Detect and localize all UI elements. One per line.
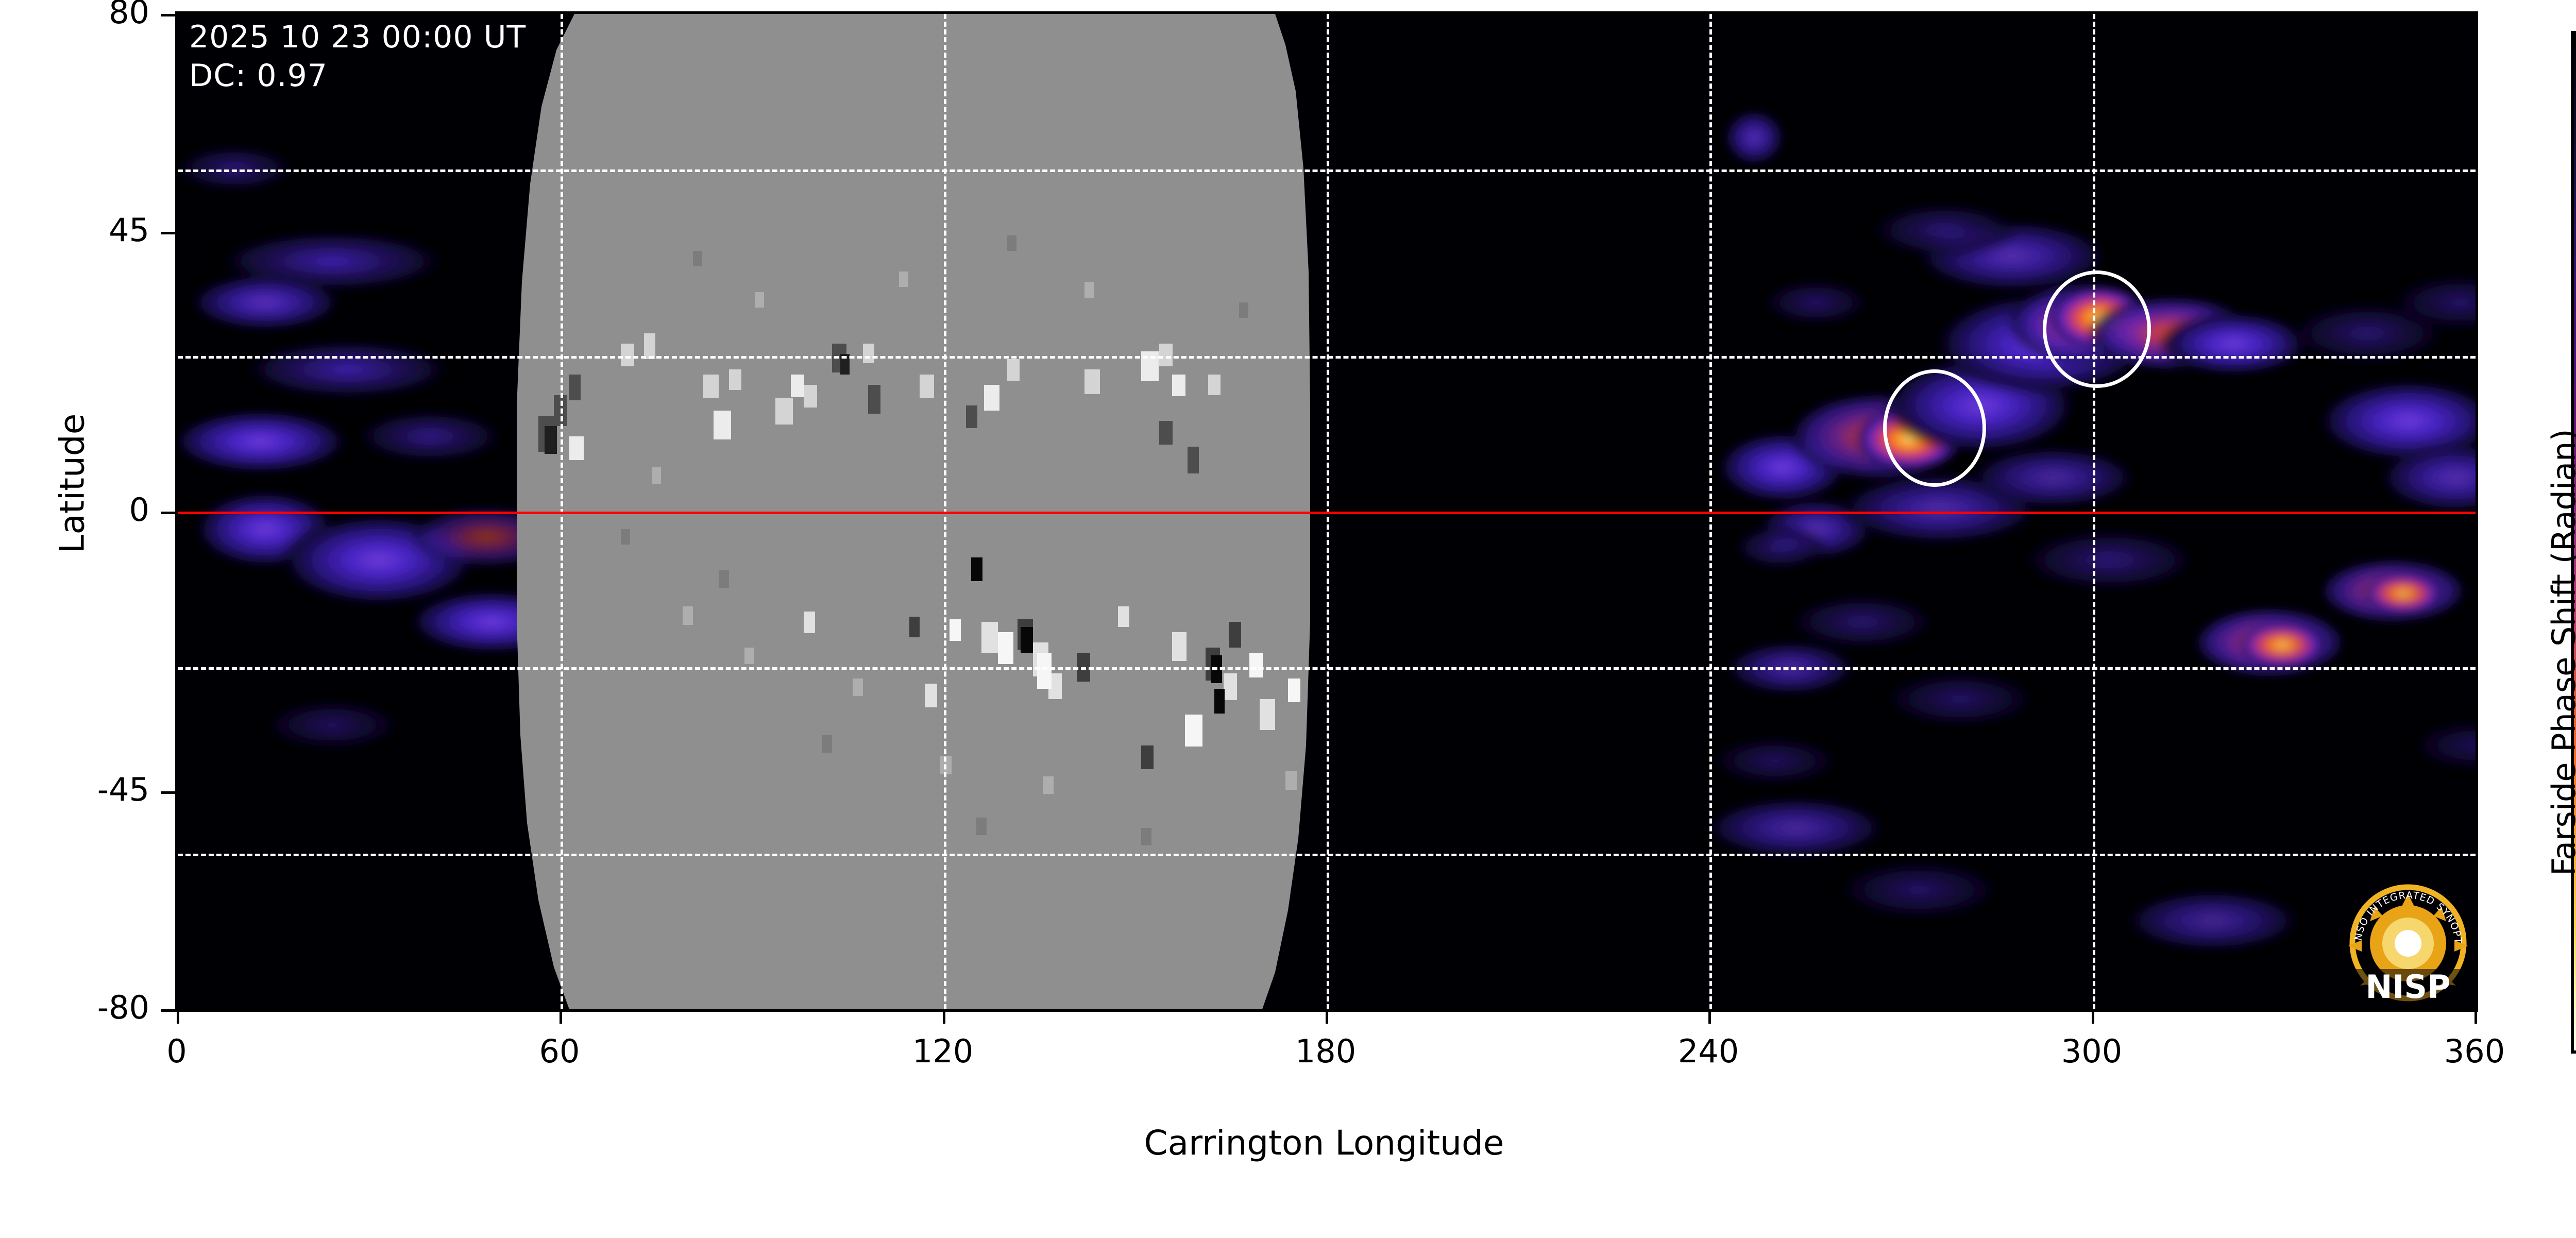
xtick-0: [177, 1009, 179, 1024]
xtick-label-120: 120: [912, 1032, 974, 1070]
nisp-logo: NSO INTEGRATED SYNOPTIC PROGRAM NISP: [2344, 878, 2468, 1006]
nisp-acronym: NISP: [2365, 968, 2450, 1006]
xtick-label-180: 180: [1295, 1032, 1357, 1070]
ytick-45: [161, 232, 175, 234]
xtick-360: [2475, 1009, 2477, 1024]
ytick-label-45: 45: [109, 211, 149, 249]
xtick-120: [943, 1009, 945, 1024]
xtick-300: [2092, 1009, 2094, 1024]
map-plot-area: NSO INTEGRATED SYNOPTIC PROGRAM NISP 202…: [178, 14, 2476, 1009]
xtick-180: [1326, 1009, 1328, 1024]
ytick-m80: [161, 1009, 175, 1012]
xtick-label-0: 0: [166, 1032, 187, 1070]
x-axis-label: Carrington Longitude: [1144, 1123, 1504, 1163]
active-region-marker-2: [1883, 369, 1986, 487]
equator-line: [178, 512, 2476, 514]
xtick-label-300: 300: [2061, 1032, 2123, 1070]
xtick-240: [1708, 1009, 1711, 1024]
ytick-0: [161, 512, 175, 514]
annotation-datetime: 2025 10 23 00:00 UT: [189, 19, 527, 55]
xtick-label-360: 360: [2444, 1032, 2505, 1070]
xtick-label-240: 240: [1677, 1032, 1739, 1070]
ytick-label-80: 80: [109, 0, 149, 31]
annotation-duty-cycle: DC: 0.97: [189, 58, 328, 94]
y-axis-label: Latitude: [52, 413, 92, 554]
farside-colorbar: −0.050 −0.075 −0.100 −0.125 −0.150 −0.17…: [2571, 31, 2576, 1054]
ytick-label-m45: -45: [97, 771, 149, 808]
farside-colorbar-title: Farside Phase Shift (Radian): [2545, 429, 2576, 876]
synoptic-map-axes: NSO INTEGRATED SYNOPTIC PROGRAM NISP 202…: [175, 11, 2478, 1012]
xtick-60: [560, 1009, 562, 1024]
ytick-80: [161, 14, 175, 16]
ytick-label-m80: -80: [97, 989, 149, 1026]
xtick-label-60: 60: [539, 1032, 580, 1070]
timestamp-annotation: 2025 10 23 00:00 UT DC: 0.97: [189, 18, 526, 95]
ytick-m45: [161, 791, 175, 794]
active-region-marker-1: [2043, 270, 2151, 388]
ytick-label-0: 0: [129, 491, 149, 529]
